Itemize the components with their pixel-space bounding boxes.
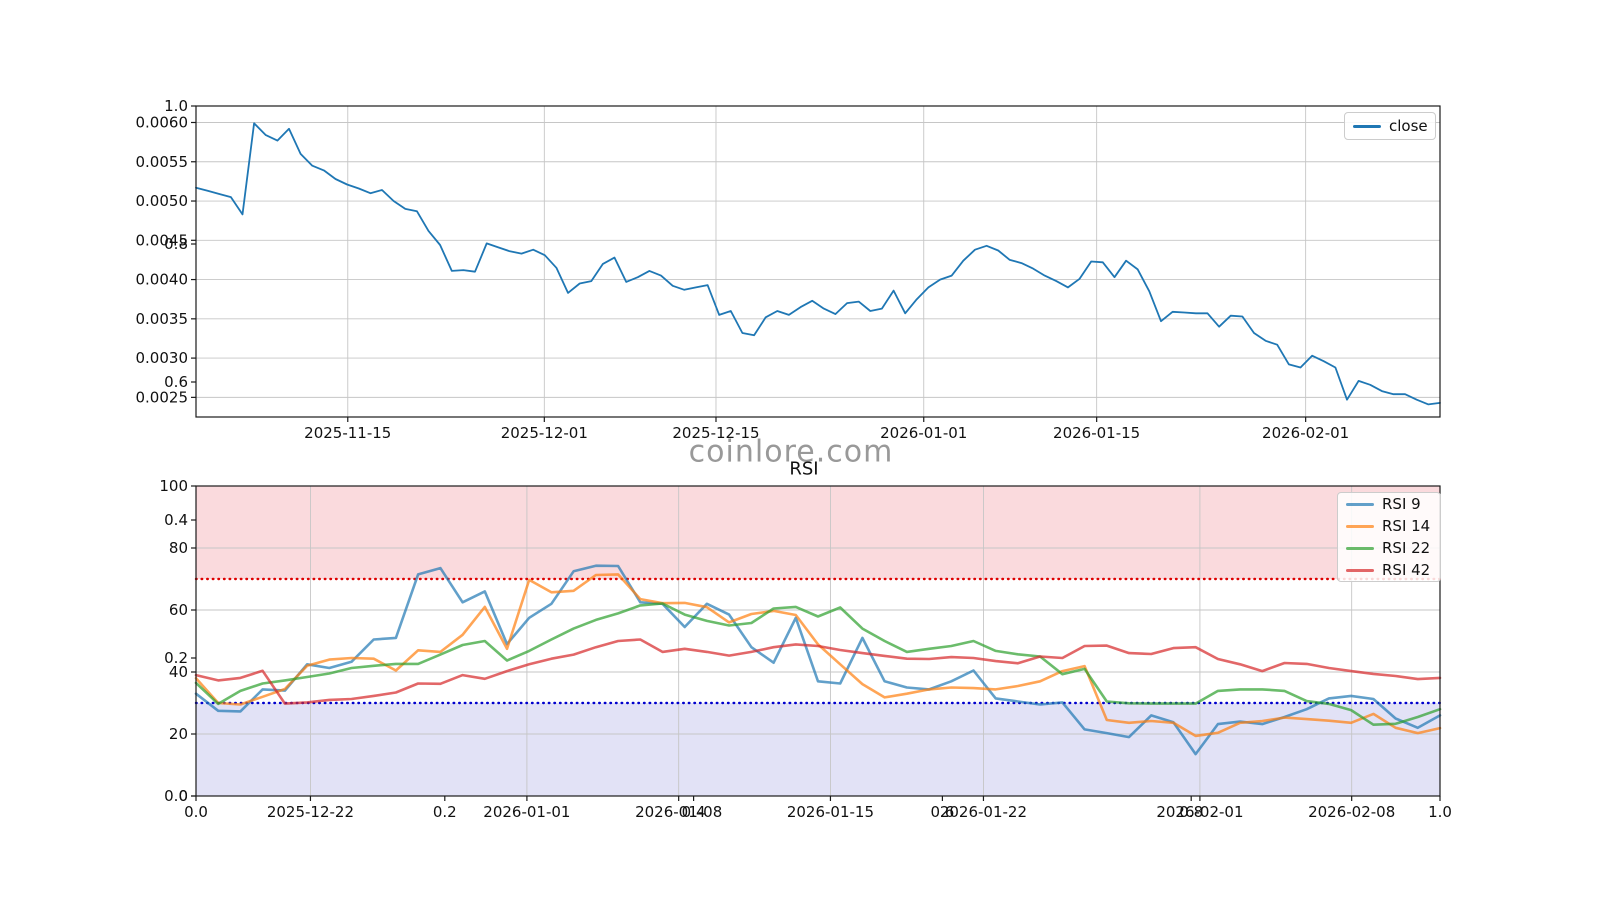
price-y-tick-label: 0.0035 (136, 310, 189, 328)
overlay-y-tick-label: 0.0 (164, 787, 188, 805)
rsi-y-tick-label: 0 (178, 787, 188, 805)
legend-item-close: close (1345, 115, 1435, 137)
price-x-tick-label: 2025-12-01 (501, 424, 588, 442)
price-y-tick-label: 0.0060 (136, 113, 189, 131)
price-y-tick-label: 0.0055 (136, 153, 189, 171)
price-y-tick-label: 0.0025 (136, 388, 189, 406)
legend-line-sample (1346, 524, 1374, 528)
rsi-y-tick-label: 20 (169, 725, 188, 743)
overlay-y-tick-label: 0.6 (164, 373, 188, 391)
rsi-plot-border (195, 485, 1441, 797)
rsi-x-tick-label: 2026-01-22 (940, 803, 1027, 821)
legend-label: RSI 9 (1382, 495, 1421, 513)
rsi9-line (194, 564, 1442, 756)
rsi-x-tick-label: 2026-01-15 (787, 803, 874, 821)
price-x-tick-label: 2026-01-01 (880, 424, 967, 442)
price-legend: close (1344, 112, 1436, 140)
legend-item-rsi-22: RSI 22 (1338, 537, 1440, 559)
legend-item-rsi-14: RSI 14 (1338, 515, 1440, 537)
rsi-x-tick-label: 2026-02-08 (1308, 803, 1395, 821)
price-x-tick-label: 2026-01-15 (1053, 424, 1140, 442)
overlay-x-tick-label: 0.0 (184, 803, 208, 821)
coinlore-watermark: coinlore.com (688, 434, 894, 470)
rsi-x-tick-label: 2026-01-01 (483, 803, 570, 821)
legend-label: RSI 42 (1382, 561, 1431, 579)
price-y-tick-label: 0.0050 (136, 192, 189, 210)
legend-line-sample (1346, 568, 1374, 572)
overlay-y-tick-label: 0.4 (164, 511, 188, 529)
price-y-tick-label: 0.0040 (136, 271, 189, 289)
overlay-y-tick-label: 1.0 (164, 97, 188, 115)
legend-line-sample (1346, 502, 1374, 506)
legend-label: RSI 22 (1382, 539, 1431, 557)
price-y-tick-label: 0.0045 (136, 231, 189, 249)
rsi-x-tick-label: 2026-02-01 (1156, 803, 1243, 821)
threshold-band (196, 486, 1440, 579)
price-x-tick-label: 2025-11-15 (304, 424, 391, 442)
legend-item-rsi-42: RSI 42 (1338, 559, 1440, 581)
legend-line-sample (1353, 124, 1381, 128)
price-x-tick-label: 2026-02-01 (1262, 424, 1349, 442)
rsi-y-tick-label: 40 (169, 663, 188, 681)
overlay-y-tick-label: 0.8 (164, 235, 188, 253)
legend-label: RSI 14 (1382, 517, 1431, 535)
legend-item-rsi-9: RSI 9 (1338, 493, 1440, 515)
price-plot-border (195, 105, 1441, 418)
overlay-x-tick-label: 1.0 (1428, 803, 1452, 821)
overlay-x-tick-label: 0.4 (682, 803, 706, 821)
overlay-x-tick-label: 0.8 (1179, 803, 1203, 821)
overlay-x-tick-label: 0.6 (930, 803, 954, 821)
price-x-tick-label: 2025-12-15 (672, 424, 759, 442)
price-y-tick-label: 0.0030 (136, 349, 189, 367)
rsi-chart-title: RSI (789, 458, 819, 480)
overlay-x-tick-label: 0.2 (433, 803, 457, 821)
rsi-y-tick-label: 60 (169, 601, 188, 619)
threshold-band (196, 703, 1440, 796)
rsi-y-tick-label: 80 (169, 539, 188, 557)
rsi22-line (194, 602, 1442, 727)
rsi-x-tick-label: 2025-12-22 (267, 803, 354, 821)
rsi42-line (194, 638, 1442, 705)
rsi-x-tick-label: 2026-01-08 (635, 803, 722, 821)
legend-line-sample (1346, 546, 1374, 550)
rsi-y-tick-label: 100 (159, 477, 188, 495)
legend-label: close (1389, 117, 1428, 135)
overlay-y-tick-label: 0.2 (164, 649, 188, 667)
rsi-legend: RSI 9 RSI 14 RSI 22 RSI 42 (1337, 492, 1441, 582)
close-line (195, 122, 1441, 406)
